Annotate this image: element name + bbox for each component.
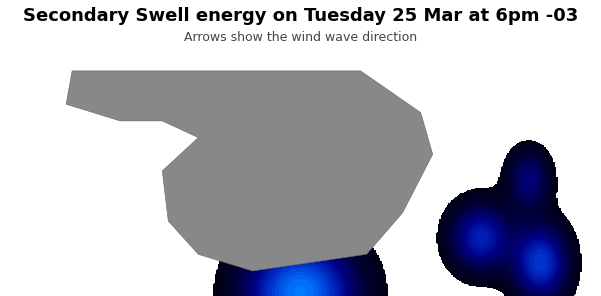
Polygon shape <box>66 71 433 271</box>
Text: Secondary Swell energy on Tuesday 25 Mar at 6pm -03: Secondary Swell energy on Tuesday 25 Mar… <box>23 7 578 25</box>
Text: Arrows show the wind wave direction: Arrows show the wind wave direction <box>184 31 417 44</box>
